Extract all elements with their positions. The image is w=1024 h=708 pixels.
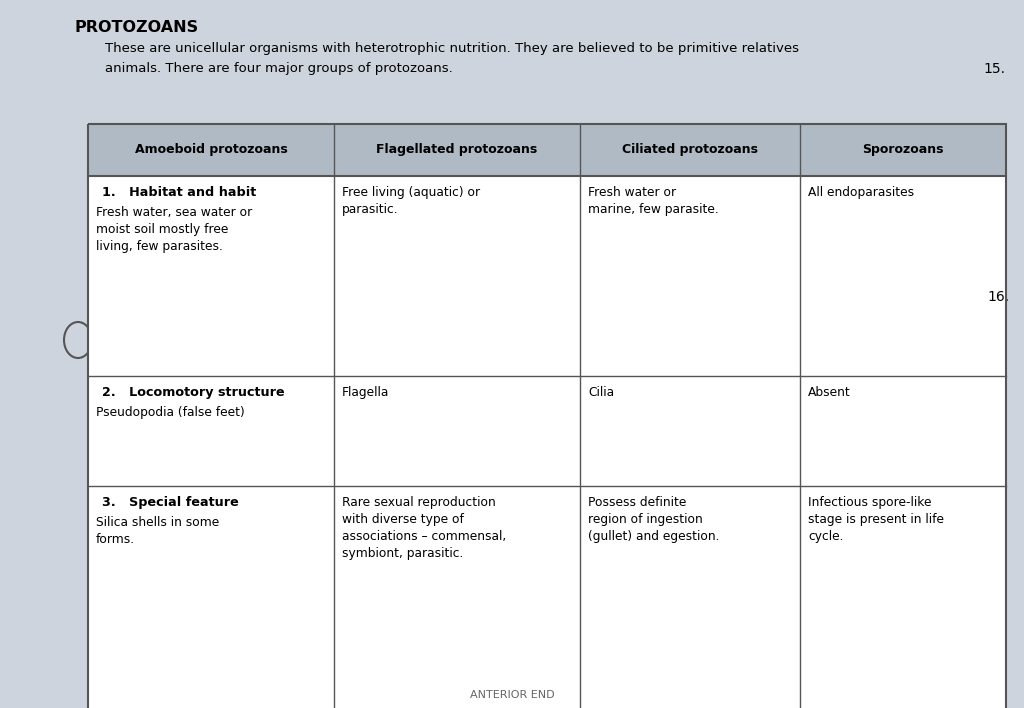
Text: These are unicellular organisms with heterotrophic nutrition. They are believed : These are unicellular organisms with het… [105, 42, 799, 55]
Bar [88, 124, 1006, 176]
Text: animals. There are four major groups of protozoans.: animals. There are four major groups of … [105, 62, 453, 75]
Text: 16.: 16. [988, 290, 1010, 304]
Text: 3.   Special feature: 3. Special feature [102, 496, 239, 509]
Text: Silica shells in some
forms.: Silica shells in some forms. [96, 516, 219, 546]
Text: Pseudopodia (false feet): Pseudopodia (false feet) [96, 406, 245, 419]
Text: All endoparasites: All endoparasites [808, 186, 914, 199]
Text: Free living (aquatic) or
parasitic.: Free living (aquatic) or parasitic. [342, 186, 480, 216]
Text: Sporozoans: Sporozoans [862, 144, 944, 156]
Bar [88, 176, 1006, 708]
Text: 15.: 15. [983, 62, 1005, 76]
Text: Fresh water, sea water or
moist soil mostly free
living, few parasites.: Fresh water, sea water or moist soil mos… [96, 206, 252, 253]
Text: Cilia: Cilia [588, 386, 614, 399]
Text: Fresh water or
marine, few parasite.: Fresh water or marine, few parasite. [588, 186, 719, 216]
Text: Amoeboid protozoans: Amoeboid protozoans [134, 144, 288, 156]
Bar [88, 124, 1006, 708]
Text: Flagella: Flagella [342, 386, 389, 399]
Text: Absent: Absent [808, 386, 851, 399]
Text: Ciliated protozoans: Ciliated protozoans [623, 144, 758, 156]
Text: Possess definite
region of ingestion
(gullet) and egestion.: Possess definite region of ingestion (gu… [588, 496, 720, 543]
Text: ANTERIOR END: ANTERIOR END [470, 690, 554, 700]
Text: Infectious spore-like
stage is present in life
cycle.: Infectious spore-like stage is present i… [808, 496, 944, 543]
Text: PROTOZOANS: PROTOZOANS [75, 20, 199, 35]
Text: 1.   Habitat and habit: 1. Habitat and habit [102, 186, 256, 199]
Text: Rare sexual reproduction
with diverse type of
associations – commensal,
symbiont: Rare sexual reproduction with diverse ty… [342, 496, 506, 560]
Text: Flagellated protozoans: Flagellated protozoans [377, 144, 538, 156]
Text: 2.   Locomotory structure: 2. Locomotory structure [102, 386, 285, 399]
